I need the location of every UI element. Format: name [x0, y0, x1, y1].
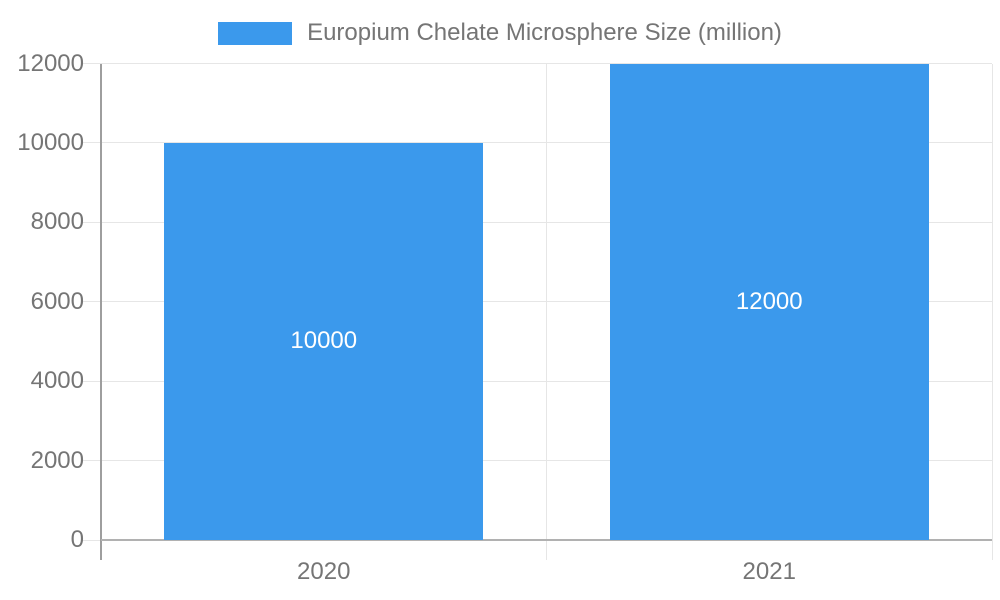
- y-axis-label: 2000: [30, 446, 84, 474]
- gridline-y: [83, 63, 992, 64]
- y-axis-label: 6000: [30, 287, 84, 315]
- gridline-x: [991, 63, 993, 560]
- bar-value-label: 12000: [735, 287, 803, 315]
- y-axis-label: 10000: [17, 128, 84, 156]
- y-axis-label: 12000: [17, 49, 84, 77]
- gridline-y: [83, 460, 992, 462]
- bar-value-label: 10000: [290, 327, 358, 355]
- y-axis-line: [100, 63, 102, 560]
- gridline-y: [83, 301, 992, 303]
- gridline-y: [83, 142, 992, 144]
- y-axis-label: 8000: [30, 208, 84, 236]
- x-axis-label: 2021: [742, 558, 796, 585]
- bar-2020[interactable]: [164, 142, 484, 540]
- gridline-y: [83, 221, 992, 223]
- y-axis-label: 4000: [30, 367, 84, 395]
- bar-2021[interactable]: [609, 63, 929, 540]
- x-axis-line: [101, 539, 992, 541]
- y-axis-tick: [83, 539, 101, 541]
- legend-item[interactable]: Europium Chelate Microsphere Size (milli…: [0, 10, 1000, 56]
- x-axis-label: 2020: [297, 558, 351, 585]
- gridline-x: [546, 63, 547, 560]
- y-axis-label: 0: [70, 526, 84, 553]
- legend-swatch: [218, 21, 293, 45]
- gridline-y: [83, 380, 992, 382]
- legend-label: Europium Chelate Microsphere Size (milli…: [307, 19, 782, 46]
